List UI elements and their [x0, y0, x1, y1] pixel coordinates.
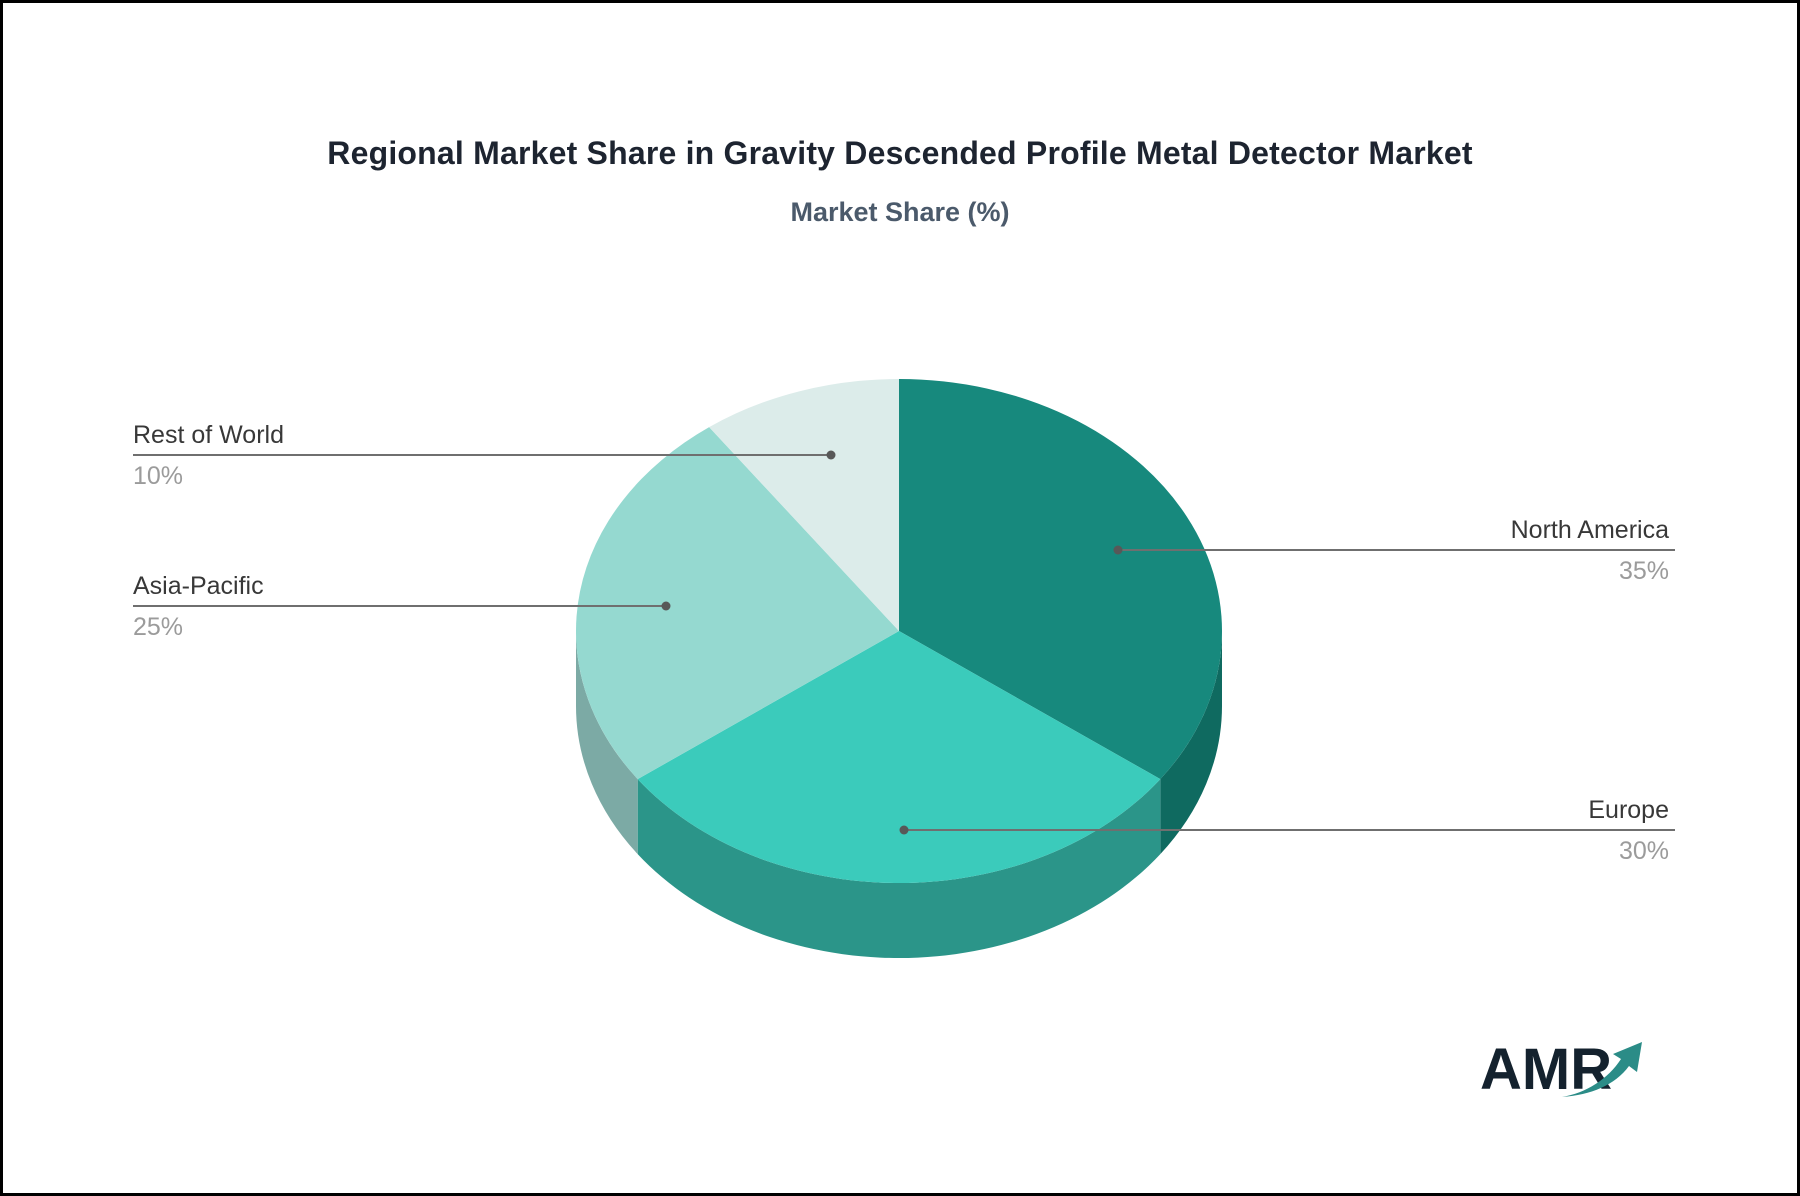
pie-slice-europe [637, 631, 1161, 884]
pie-slice-north-america [899, 379, 1222, 780]
segment-value: 10% [133, 462, 184, 490]
pie-slice-rest-of-world [709, 379, 899, 631]
segment-label: Europe [1588, 796, 1669, 824]
segment-label: Asia-Pacific [133, 572, 264, 600]
callout-north-america: North America 35% [1109, 515, 1669, 587]
segment-value: 25% [133, 613, 184, 641]
callout-europe: Europe 30% [1109, 795, 1669, 867]
leader-dot [899, 825, 909, 835]
leader-dot [661, 601, 671, 611]
pie-side-north-america [1160, 631, 1222, 855]
amr-logo: AMR [1480, 1041, 1680, 1131]
arrow-shape [1562, 1042, 1642, 1097]
leader-dot [826, 450, 836, 460]
chart-title: Regional Market Share in Gravity Descend… [327, 135, 1473, 171]
callout-asia-pacific: Asia-Pacific 25% [133, 571, 693, 643]
pie-chart [133, 379, 1675, 959]
pie-slice-asia-pacific [575, 427, 899, 780]
pie-side-asia-pacific [576, 631, 638, 855]
pie-side-europe [637, 779, 1161, 959]
segment-value: 35% [1618, 557, 1669, 585]
chart-subtitle: Market Share (%) [790, 197, 1010, 227]
growth-arrow-icon [1562, 1042, 1642, 1097]
segment-label: Rest of World [133, 421, 284, 449]
segment-label: North America [1510, 516, 1669, 544]
leader-dot [1113, 545, 1123, 555]
callout-rest-of-world: Rest of World 10% [133, 420, 693, 492]
segment-value: 30% [1618, 837, 1669, 865]
